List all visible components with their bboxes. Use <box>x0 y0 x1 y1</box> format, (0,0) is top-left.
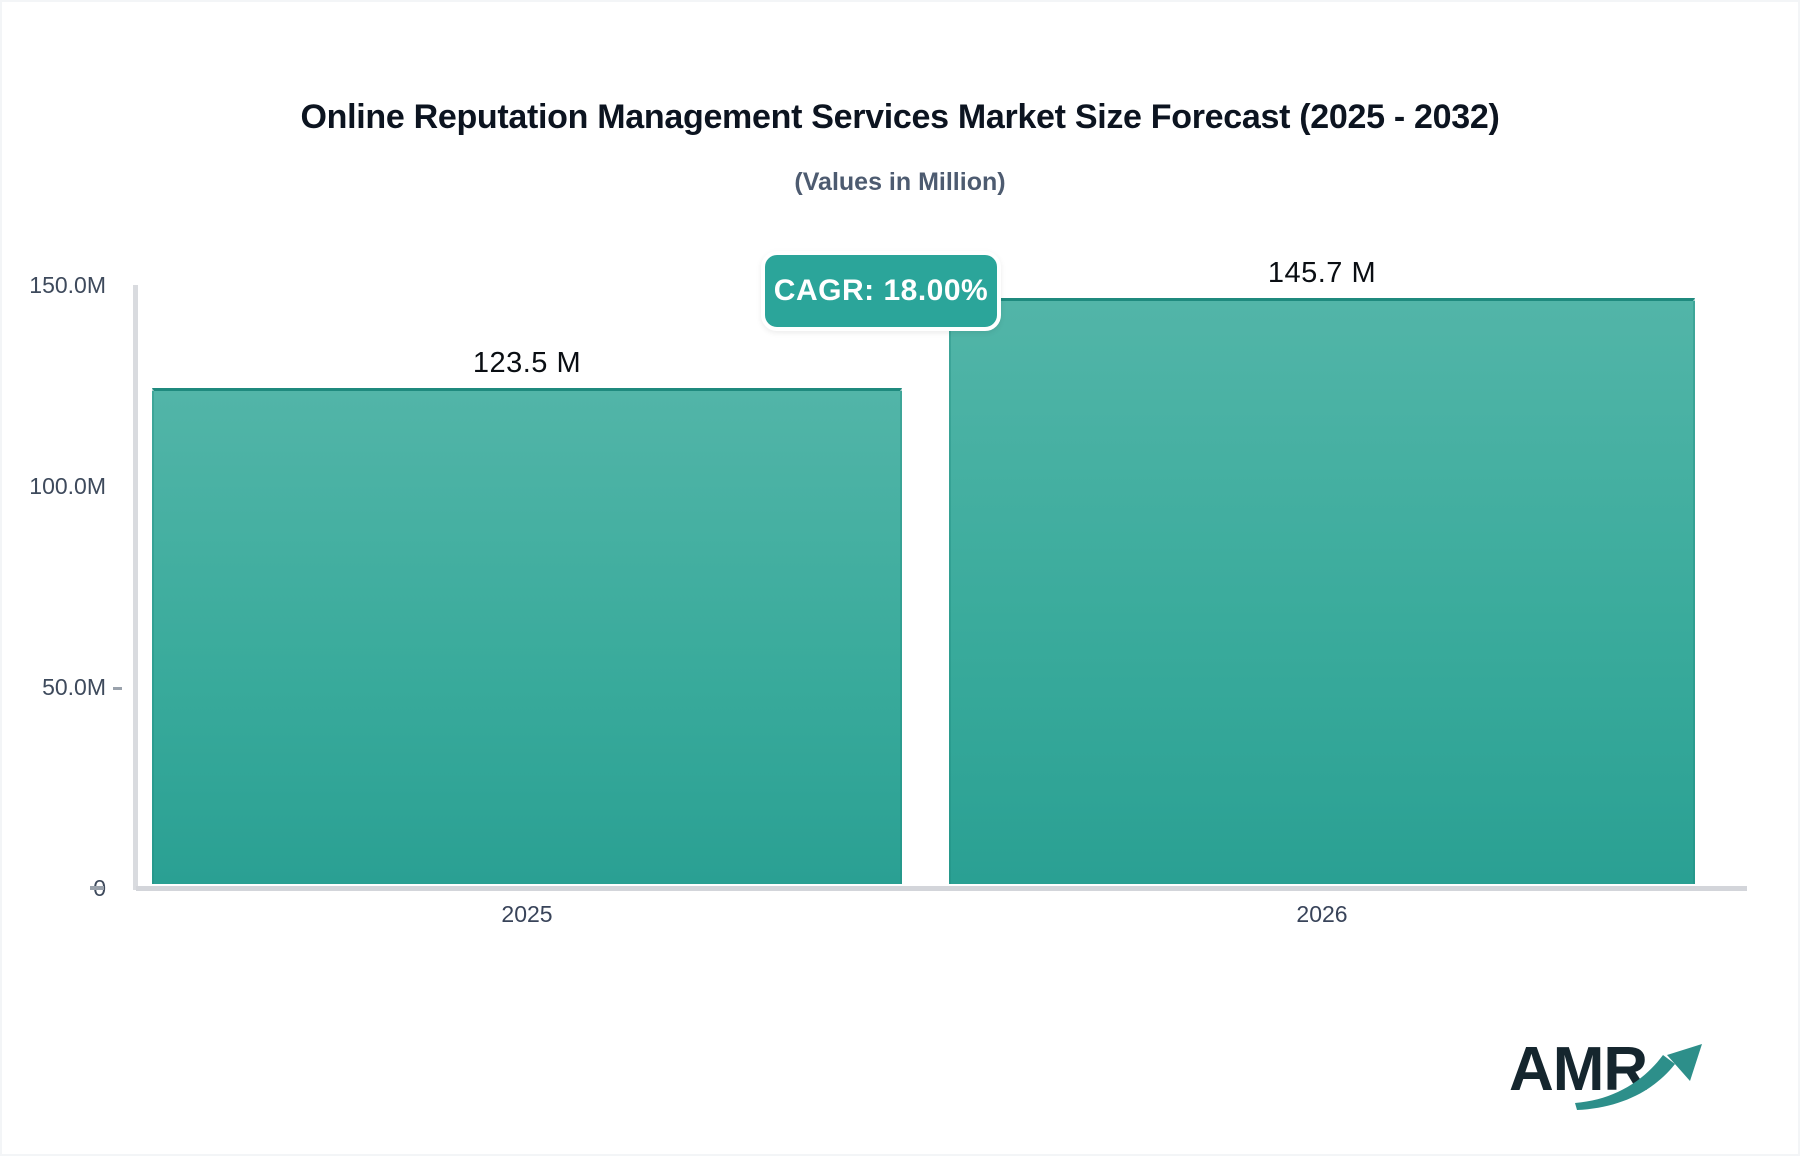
x-axis-label-2025: 2025 <box>501 901 553 927</box>
x-axis-line <box>136 886 1747 891</box>
bar-value-label-2025: 123.5 M <box>472 347 582 379</box>
y-tick-mark-50 <box>113 687 122 690</box>
x-axis-label-2026: 2026 <box>1296 901 1348 927</box>
chart-title: Online Reputation Management Services Ma… <box>300 98 1500 136</box>
chart-subtitle: (Values in Million) <box>794 168 1006 196</box>
bar-2025[interactable]: 123.5 M <box>152 347 902 884</box>
bar-2026[interactable]: 145.7 M <box>949 257 1695 884</box>
y-tick-label-100: 100.0M <box>29 473 106 499</box>
cagr-badge: CAGR: 18.00% <box>761 251 1001 331</box>
y-tick-mark-0 <box>90 886 104 890</box>
amr-logo-arrowhead-icon <box>1667 1044 1702 1081</box>
y-tick-label-50: 50.0M <box>42 674 106 700</box>
amr-logo: AMR <box>1509 1035 1702 1110</box>
cagr-badge-label: CAGR: 18.00% <box>773 274 989 307</box>
amr-logo-arrow-swoosh-icon <box>1575 1055 1675 1110</box>
bar-value-label-2026: 145.7 M <box>1267 257 1377 289</box>
y-axis-line <box>133 285 138 890</box>
y-tick-label-150: 150.0M <box>29 272 106 298</box>
